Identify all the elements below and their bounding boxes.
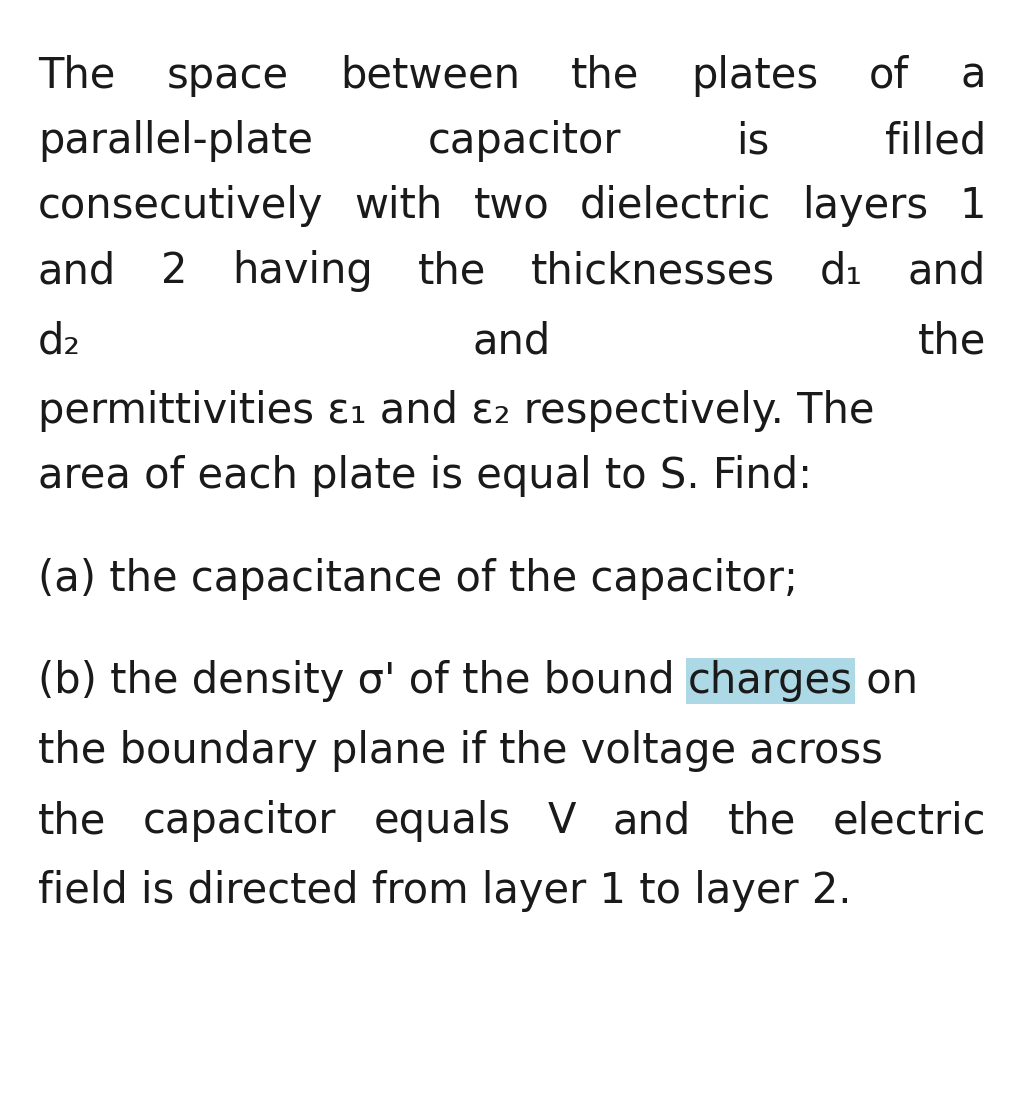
Text: the: the [38, 800, 106, 842]
Text: and: and [907, 249, 986, 292]
Text: a: a [961, 55, 986, 97]
Text: and: and [38, 249, 117, 292]
Text: (b) the density σ' of the bound: (b) the density σ' of the bound [38, 660, 688, 702]
Text: capacitor: capacitor [143, 800, 337, 842]
Text: between: between [340, 55, 520, 97]
Text: area of each plate is equal to S. Find:: area of each plate is equal to S. Find: [38, 455, 812, 497]
Text: with: with [354, 185, 442, 227]
Text: 1: 1 [959, 185, 986, 227]
Text: space: space [167, 55, 289, 97]
Text: the: the [727, 800, 796, 842]
Text: field is directed from layer 1 to layer 2.: field is directed from layer 1 to layer … [38, 870, 852, 912]
Text: having: having [232, 249, 373, 292]
Text: the: the [418, 249, 486, 292]
Text: d₁: d₁ [820, 249, 863, 292]
Text: filled: filled [885, 120, 986, 162]
Text: the: the [571, 55, 640, 97]
Text: 2: 2 [161, 249, 187, 292]
Text: the boundary plane if the voltage across: the boundary plane if the voltage across [38, 730, 883, 771]
Text: capacitor: capacitor [428, 120, 622, 162]
Text: layers: layers [803, 185, 929, 227]
Text: V: V [547, 800, 575, 842]
Text: on: on [853, 660, 918, 702]
Text: and: and [473, 320, 551, 362]
Text: is: is [736, 120, 770, 162]
Text: thicknesses: thicknesses [531, 249, 775, 292]
Text: and: and [612, 800, 690, 842]
Text: two: two [473, 185, 549, 227]
Text: of: of [869, 55, 909, 97]
Text: dielectric: dielectric [581, 185, 771, 227]
Text: consecutively: consecutively [38, 185, 324, 227]
Text: d₂: d₂ [38, 320, 81, 362]
Text: parallel-plate: parallel-plate [38, 120, 313, 162]
Text: (a) the capacitance of the capacitor;: (a) the capacitance of the capacitor; [38, 558, 798, 600]
Bar [686, 658, 855, 704]
Text: plates: plates [691, 55, 818, 97]
Text: electric: electric [833, 800, 986, 842]
Text: permittivities ε₁ and ε₂ respectively. The: permittivities ε₁ and ε₂ respectively. T… [38, 390, 874, 432]
Text: The: The [38, 55, 116, 97]
Text: the: the [918, 320, 986, 362]
Text: charges: charges [688, 660, 853, 702]
Text: equals: equals [374, 800, 510, 842]
